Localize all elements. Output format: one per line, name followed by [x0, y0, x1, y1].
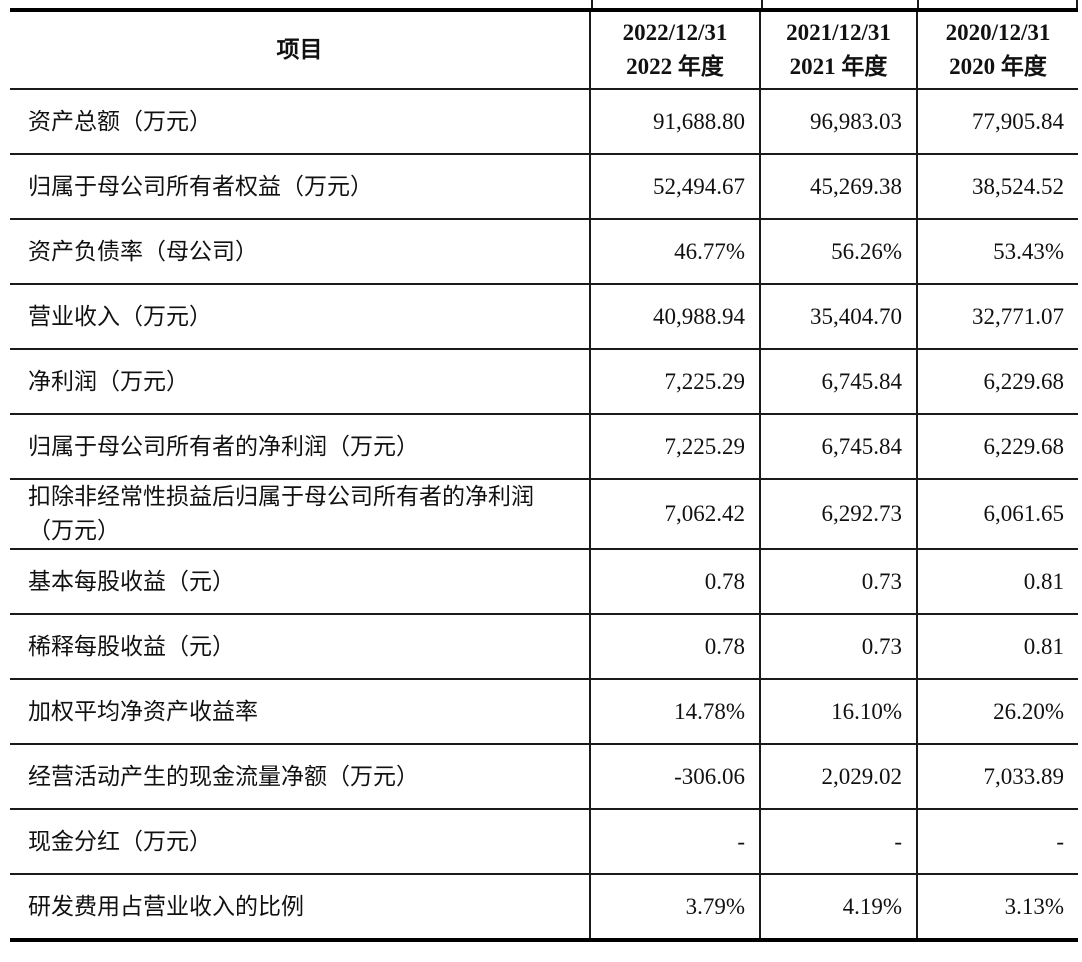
row-value: 6,229.68 — [916, 348, 1078, 414]
row-label: 净利润（万元） — [10, 348, 590, 414]
row-value: 32,771.07 — [916, 283, 1078, 349]
row-value: 6,229.68 — [916, 413, 1078, 479]
row-label: 现金分红（万元） — [10, 808, 590, 874]
row-value: 7,062.42 — [589, 478, 760, 549]
table-row: 加权平均净资产收益率 14.78% 16.10% 26.20% — [10, 678, 1078, 744]
row-value: 7,225.29 — [589, 348, 760, 414]
period-date: 2022/12/31 — [622, 20, 728, 45]
row-value: 7,033.89 — [916, 743, 1078, 809]
financial-summary-table: 项目 2022/12/31 2022 年度 2021/12/31 2021 年度… — [10, 8, 1078, 942]
column-header-period-2022: 2022/12/31 2022 年度 — [589, 10, 760, 89]
row-value: 14.78% — [589, 678, 760, 744]
crop-artifact-line — [1076, 0, 1078, 8]
crop-artifact-line — [917, 0, 919, 8]
row-value: 6,745.84 — [759, 348, 917, 414]
table-row: 扣除非经常性损益后归属于母公司所有者的净利润（万元） 7,062.42 6,29… — [10, 478, 1078, 549]
table-body: 项目 2022/12/31 2022 年度 2021/12/31 2021 年度… — [10, 10, 1078, 940]
row-label: 基本每股收益（元） — [10, 548, 590, 614]
row-value: 26.20% — [916, 678, 1078, 744]
row-value: 77,905.84 — [916, 88, 1078, 154]
row-value: 6,061.65 — [916, 478, 1078, 549]
crop-artifact-line — [761, 0, 763, 8]
row-value: 0.81 — [916, 613, 1078, 679]
row-value: 3.13% — [916, 873, 1078, 940]
column-header-period-2021: 2021/12/31 2021 年度 — [759, 10, 917, 89]
header-row: 项目 2022/12/31 2022 年度 2021/12/31 2021 年度… — [10, 10, 1078, 89]
row-value: - — [759, 808, 917, 874]
table-row: 归属于母公司所有者权益（万元） 52,494.67 45,269.38 38,5… — [10, 153, 1078, 219]
table-row: 营业收入（万元） 40,988.94 35,404.70 32,771.07 — [10, 283, 1078, 349]
row-value: - — [916, 808, 1078, 874]
table-row: 稀释每股收益（元） 0.78 0.73 0.81 — [10, 613, 1078, 679]
row-value: 53.43% — [916, 218, 1078, 284]
table-row: 资产总额（万元） 91,688.80 96,983.03 77,905.84 — [10, 88, 1078, 154]
row-label: 稀释每股收益（元） — [10, 613, 590, 679]
row-value: -306.06 — [589, 743, 760, 809]
row-value: - — [589, 808, 760, 874]
crop-artifact-line — [591, 0, 593, 8]
row-value: 0.81 — [916, 548, 1078, 614]
row-label: 经营活动产生的现金流量净额（万元） — [10, 743, 590, 809]
column-header-period-2020: 2020/12/31 2020 年度 — [916, 10, 1078, 89]
row-label: 归属于母公司所有者的净利润（万元） — [10, 413, 590, 479]
period-year: 2020 年度 — [949, 54, 1047, 79]
table-row: 现金分红（万元） - - - — [10, 808, 1078, 874]
row-label: 扣除非经常性损益后归属于母公司所有者的净利润（万元） — [10, 478, 590, 549]
row-value: 4.19% — [759, 873, 917, 940]
table-row: 基本每股收益（元） 0.78 0.73 0.81 — [10, 548, 1078, 614]
row-value: 16.10% — [759, 678, 917, 744]
row-label: 资产总额（万元） — [10, 88, 590, 154]
row-value: 56.26% — [759, 218, 917, 284]
row-value: 3.79% — [589, 873, 760, 940]
column-header-item: 项目 — [276, 37, 323, 62]
row-label: 研发费用占营业收入的比例 — [10, 873, 590, 940]
row-value: 0.78 — [589, 613, 760, 679]
row-value: 6,745.84 — [759, 413, 917, 479]
row-value: 40,988.94 — [589, 283, 760, 349]
row-value: 0.78 — [589, 548, 760, 614]
table-row: 研发费用占营业收入的比例 3.79% 4.19% 3.13% — [10, 873, 1078, 940]
row-value: 2,029.02 — [759, 743, 917, 809]
row-label: 归属于母公司所有者权益（万元） — [10, 153, 590, 219]
table-row: 资产负债率（母公司） 46.77% 56.26% 53.43% — [10, 218, 1078, 284]
row-label: 营业收入（万元） — [10, 283, 590, 349]
row-value: 46.77% — [589, 218, 760, 284]
row-value: 0.73 — [759, 548, 917, 614]
period-date: 2021/12/31 — [786, 20, 891, 45]
row-value: 52,494.67 — [589, 153, 760, 219]
row-label: 资产负债率（母公司） — [10, 218, 590, 284]
period-date: 2020/12/31 — [945, 20, 1051, 45]
row-value: 7,225.29 — [589, 413, 760, 479]
period-year: 2021 年度 — [789, 54, 888, 79]
table-row: 经营活动产生的现金流量净额（万元） -306.06 2,029.02 7,033… — [10, 743, 1078, 809]
row-value: 0.73 — [759, 613, 917, 679]
row-value: 38,524.52 — [916, 153, 1078, 219]
table-row: 归属于母公司所有者的净利润（万元） 7,225.29 6,745.84 6,22… — [10, 413, 1078, 479]
table-row: 净利润（万元） 7,225.29 6,745.84 6,229.68 — [10, 348, 1078, 414]
row-value: 91,688.80 — [589, 88, 760, 154]
row-label: 加权平均净资产收益率 — [10, 678, 590, 744]
row-value: 96,983.03 — [759, 88, 917, 154]
period-year: 2022 年度 — [626, 54, 724, 79]
row-value: 6,292.73 — [759, 478, 917, 549]
row-value: 45,269.38 — [759, 153, 917, 219]
row-value: 35,404.70 — [759, 283, 917, 349]
